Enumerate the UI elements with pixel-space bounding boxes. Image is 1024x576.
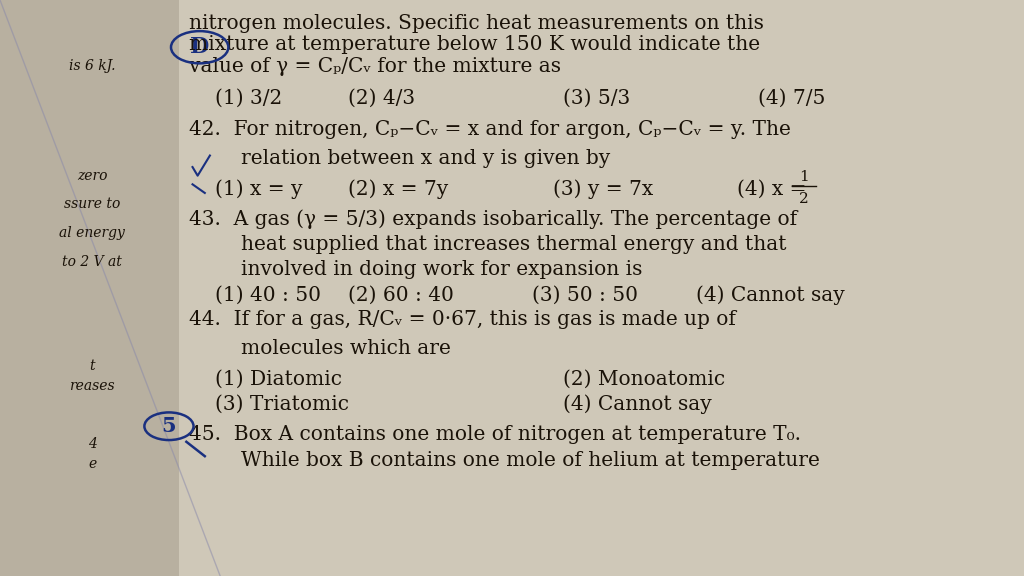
Text: 45.  Box A contains one mole of nitrogen at temperature T₀.: 45. Box A contains one mole of nitrogen … bbox=[189, 426, 802, 444]
Text: involved in doing work for expansion is: involved in doing work for expansion is bbox=[241, 260, 642, 279]
Text: 2: 2 bbox=[799, 192, 809, 206]
Text: to 2 V at: to 2 V at bbox=[62, 255, 122, 269]
Text: (3) 5/3: (3) 5/3 bbox=[563, 89, 631, 107]
Text: (2) x = 7y: (2) x = 7y bbox=[348, 179, 449, 199]
Text: (1) Diatomic: (1) Diatomic bbox=[215, 370, 342, 388]
Text: al energy: al energy bbox=[59, 226, 125, 240]
Text: ssure to: ssure to bbox=[63, 198, 121, 211]
Text: value of γ = Cₚ/Cᵥ for the mixture as: value of γ = Cₚ/Cᵥ for the mixture as bbox=[189, 58, 561, 76]
Text: (4) 7/5: (4) 7/5 bbox=[758, 89, 825, 107]
Text: (2) 4/3: (2) 4/3 bbox=[348, 89, 416, 107]
Text: reases: reases bbox=[70, 379, 115, 393]
Text: relation between x and y is given by: relation between x and y is given by bbox=[241, 149, 610, 168]
Text: (1) 3/2: (1) 3/2 bbox=[215, 89, 283, 107]
Text: 4: 4 bbox=[88, 437, 96, 450]
Text: is 6 kJ.: is 6 kJ. bbox=[69, 59, 116, 73]
Text: 44.  If for a gas, R/Cᵥ = 0·67, this is gas is made up of: 44. If for a gas, R/Cᵥ = 0·67, this is g… bbox=[189, 310, 736, 329]
Text: (2) Monoatomic: (2) Monoatomic bbox=[563, 370, 725, 388]
Text: (3) y = 7x: (3) y = 7x bbox=[553, 179, 653, 199]
Text: mixture at temperature below 150 K would indicate the: mixture at temperature below 150 K would… bbox=[189, 36, 761, 54]
Text: 42.  For nitrogen, Cₚ−Cᵥ = x and for argon, Cₚ−Cᵥ = y. The: 42. For nitrogen, Cₚ−Cᵥ = x and for argo… bbox=[189, 120, 792, 139]
Text: (4) Cannot say: (4) Cannot say bbox=[696, 285, 845, 305]
Text: While box B contains one mole of helium at temperature: While box B contains one mole of helium … bbox=[241, 452, 819, 470]
Bar bbox=[0, 0, 179, 576]
Text: (1) 40 : 50: (1) 40 : 50 bbox=[215, 286, 322, 304]
Text: (4) Cannot say: (4) Cannot say bbox=[563, 395, 712, 414]
Text: D: D bbox=[190, 36, 209, 58]
Text: 43.  A gas (γ = 5/3) expands isobarically. The percentage of: 43. A gas (γ = 5/3) expands isobarically… bbox=[189, 209, 798, 229]
Text: (1) x = y: (1) x = y bbox=[215, 179, 302, 199]
Text: t: t bbox=[89, 359, 95, 373]
Text: e: e bbox=[88, 457, 96, 471]
Text: 1: 1 bbox=[799, 170, 809, 184]
Text: zero: zero bbox=[77, 169, 108, 183]
Text: (2) 60 : 40: (2) 60 : 40 bbox=[348, 286, 454, 304]
Text: nitrogen molecules. Specific heat measurements on this: nitrogen molecules. Specific heat measur… bbox=[189, 14, 764, 32]
Text: (3) 50 : 50: (3) 50 : 50 bbox=[532, 286, 639, 304]
Text: heat supplied that increases thermal energy and that: heat supplied that increases thermal ene… bbox=[241, 235, 786, 253]
Text: (4) x =: (4) x = bbox=[737, 180, 807, 198]
Text: (3) Triatomic: (3) Triatomic bbox=[215, 395, 349, 414]
Text: molecules which are: molecules which are bbox=[241, 339, 451, 358]
Text: 5: 5 bbox=[162, 416, 176, 436]
